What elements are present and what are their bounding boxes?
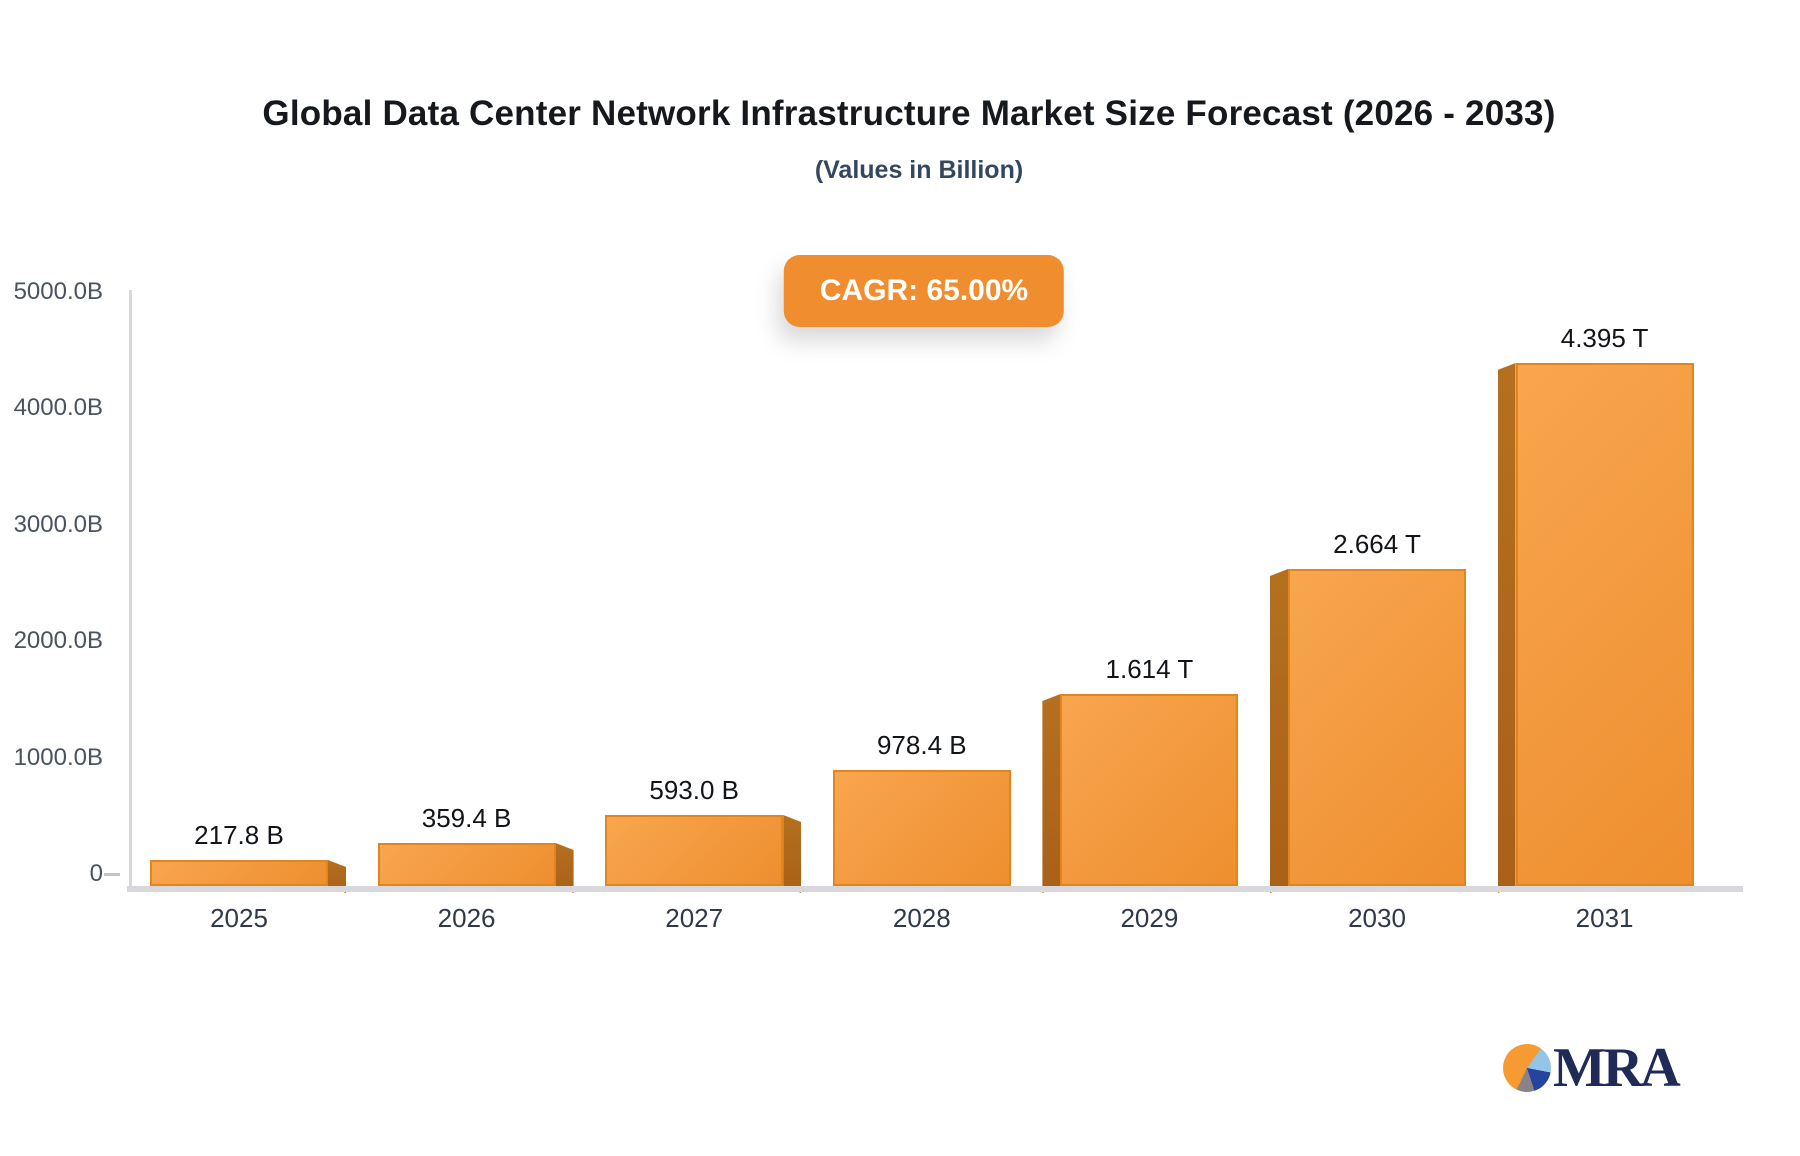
bar-value-label-2029: 1.614 T bbox=[1105, 654, 1194, 684]
y-tick-label-5000: 5000.0B bbox=[13, 278, 103, 305]
y-tick-label-2000: 2000.0B bbox=[13, 627, 103, 655]
chart-subtitle: (Values in Billion) bbox=[814, 156, 1024, 184]
y-tick-label-1000: 1000.0B bbox=[13, 743, 103, 771]
x-axis-label-2026: 2026 bbox=[437, 903, 496, 933]
bar-value-label-2030: 2.664 T bbox=[1333, 529, 1421, 559]
cagr-badge: CAGR: 65.00% bbox=[783, 255, 1065, 327]
bar-2025 bbox=[150, 860, 328, 886]
logo-text: MRA bbox=[1553, 1037, 1681, 1099]
x-axis-label-2031: 2031 bbox=[1575, 903, 1634, 933]
x-axis-label-2027: 2027 bbox=[665, 903, 724, 933]
bar-value-label-2027: 593.0 B bbox=[649, 775, 739, 805]
x-axis-line bbox=[127, 886, 1743, 892]
bar-side-2029 bbox=[1042, 694, 1060, 893]
bar-value-label-2025: 217.8 B bbox=[194, 820, 284, 850]
y-tick-label-0: 0 bbox=[89, 860, 103, 887]
bar-side-2027 bbox=[783, 815, 801, 893]
bar-2030 bbox=[1288, 569, 1466, 886]
x-axis-label-2030: 2030 bbox=[1348, 903, 1406, 933]
bar-2026 bbox=[377, 843, 556, 886]
y-tick-label-3000: 3000.0B bbox=[13, 510, 103, 538]
bar-value-label-2031: 4.395 T bbox=[1560, 323, 1649, 353]
zero-tick-dash bbox=[104, 873, 120, 876]
bar-value-label-2028: 978.4 B bbox=[876, 730, 967, 760]
x-axis-label-2025: 2025 bbox=[210, 903, 268, 933]
bar-2031 bbox=[1515, 363, 1694, 886]
bar-side-2031 bbox=[1498, 363, 1516, 893]
logo-pie-icon bbox=[1503, 1044, 1551, 1092]
bar-side-2025 bbox=[328, 860, 346, 893]
bar-side-2026 bbox=[556, 843, 574, 893]
y-axis-line bbox=[129, 290, 132, 886]
chart-title: Global Data Center Network Infrastructur… bbox=[262, 94, 1556, 133]
x-axis-label-2028: 2028 bbox=[892, 903, 951, 933]
bar-2027 bbox=[605, 815, 784, 886]
y-tick-label-4000: 4000.0B bbox=[13, 394, 103, 422]
bar-2029 bbox=[1060, 694, 1239, 886]
x-axis-label-2029: 2029 bbox=[1120, 903, 1179, 933]
logo: MRA bbox=[1503, 1037, 1681, 1099]
bar-2028 bbox=[832, 770, 1011, 886]
bar-side-2030 bbox=[1270, 569, 1288, 893]
bar-value-label-2026: 359.4 B bbox=[421, 803, 512, 833]
